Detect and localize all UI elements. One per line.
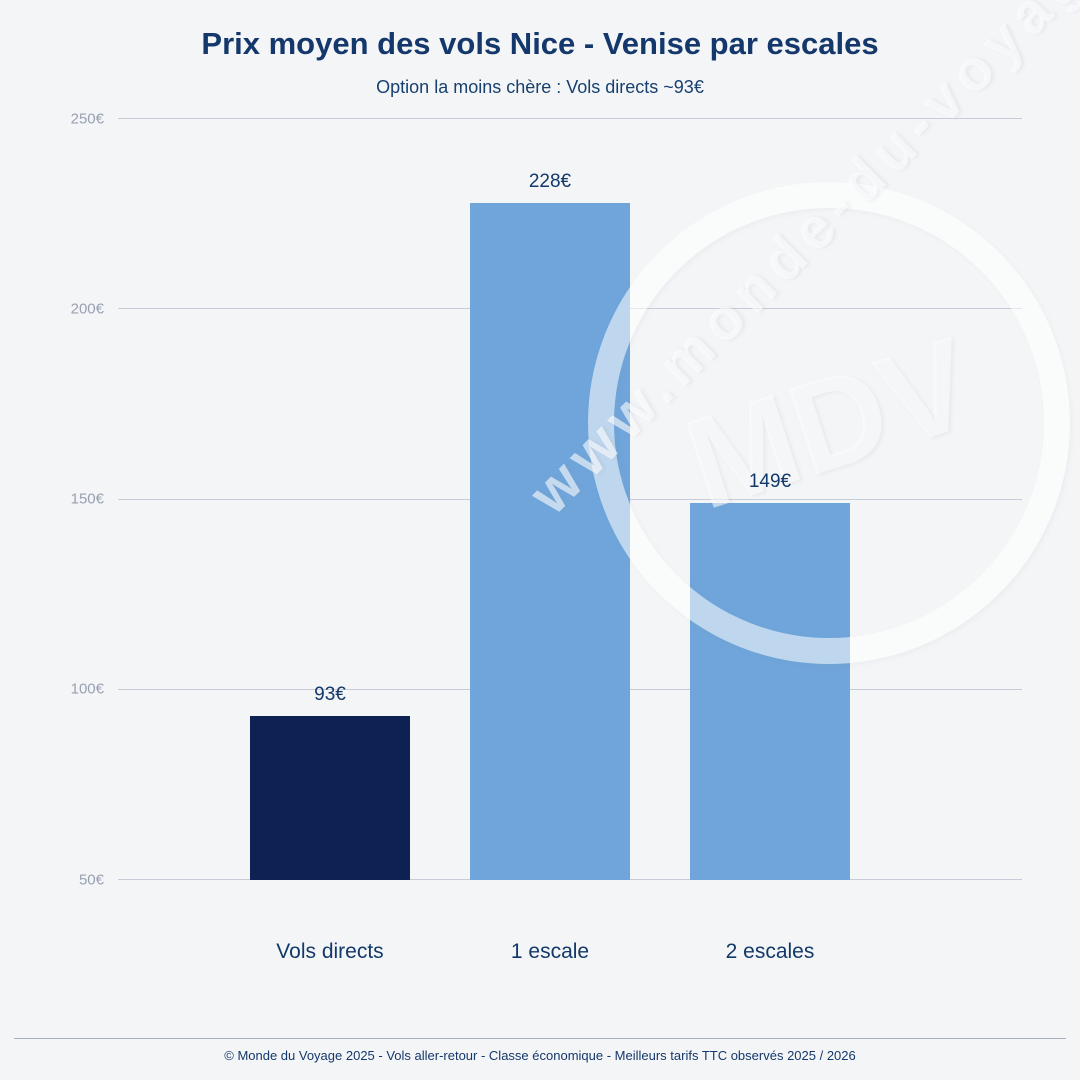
- footer-divider: [14, 1038, 1066, 1039]
- y-axis-tick-label: 250€: [70, 110, 104, 127]
- bar-1-escale: [470, 202, 630, 880]
- bar-value-label: 228€: [528, 170, 572, 192]
- y-axis-tick-label: 50€: [78, 871, 104, 888]
- gridline: 250€: [71, 110, 1022, 127]
- y-axis-tick-label: 100€: [70, 680, 104, 698]
- chart-subtitle: Option la moins chère : Vols directs ~93…: [376, 77, 704, 97]
- y-axis-tick-label: 150€: [70, 490, 104, 508]
- category-label: Vols directs: [276, 940, 384, 963]
- plot-area: 50€ 100€ 150€ 200€ 250€ 93€ Vols directs 228€ 1 …: [71, 110, 1022, 963]
- chart-title: Prix moyen des vols Nice - Venise par es…: [201, 26, 879, 61]
- footer-text: © Monde du Voyage 2025 - Vols aller-reto…: [224, 1048, 856, 1063]
- bar-vols-directs: [250, 716, 410, 880]
- bar-value-label: 93€: [314, 684, 346, 706]
- bar-2-escales: [690, 503, 850, 880]
- category-label: 1 escale: [510, 940, 590, 963]
- bar-value-label: 149€: [748, 471, 792, 493]
- category-label: 2 escales: [725, 940, 815, 963]
- y-axis-tick-label: 200€: [70, 300, 104, 318]
